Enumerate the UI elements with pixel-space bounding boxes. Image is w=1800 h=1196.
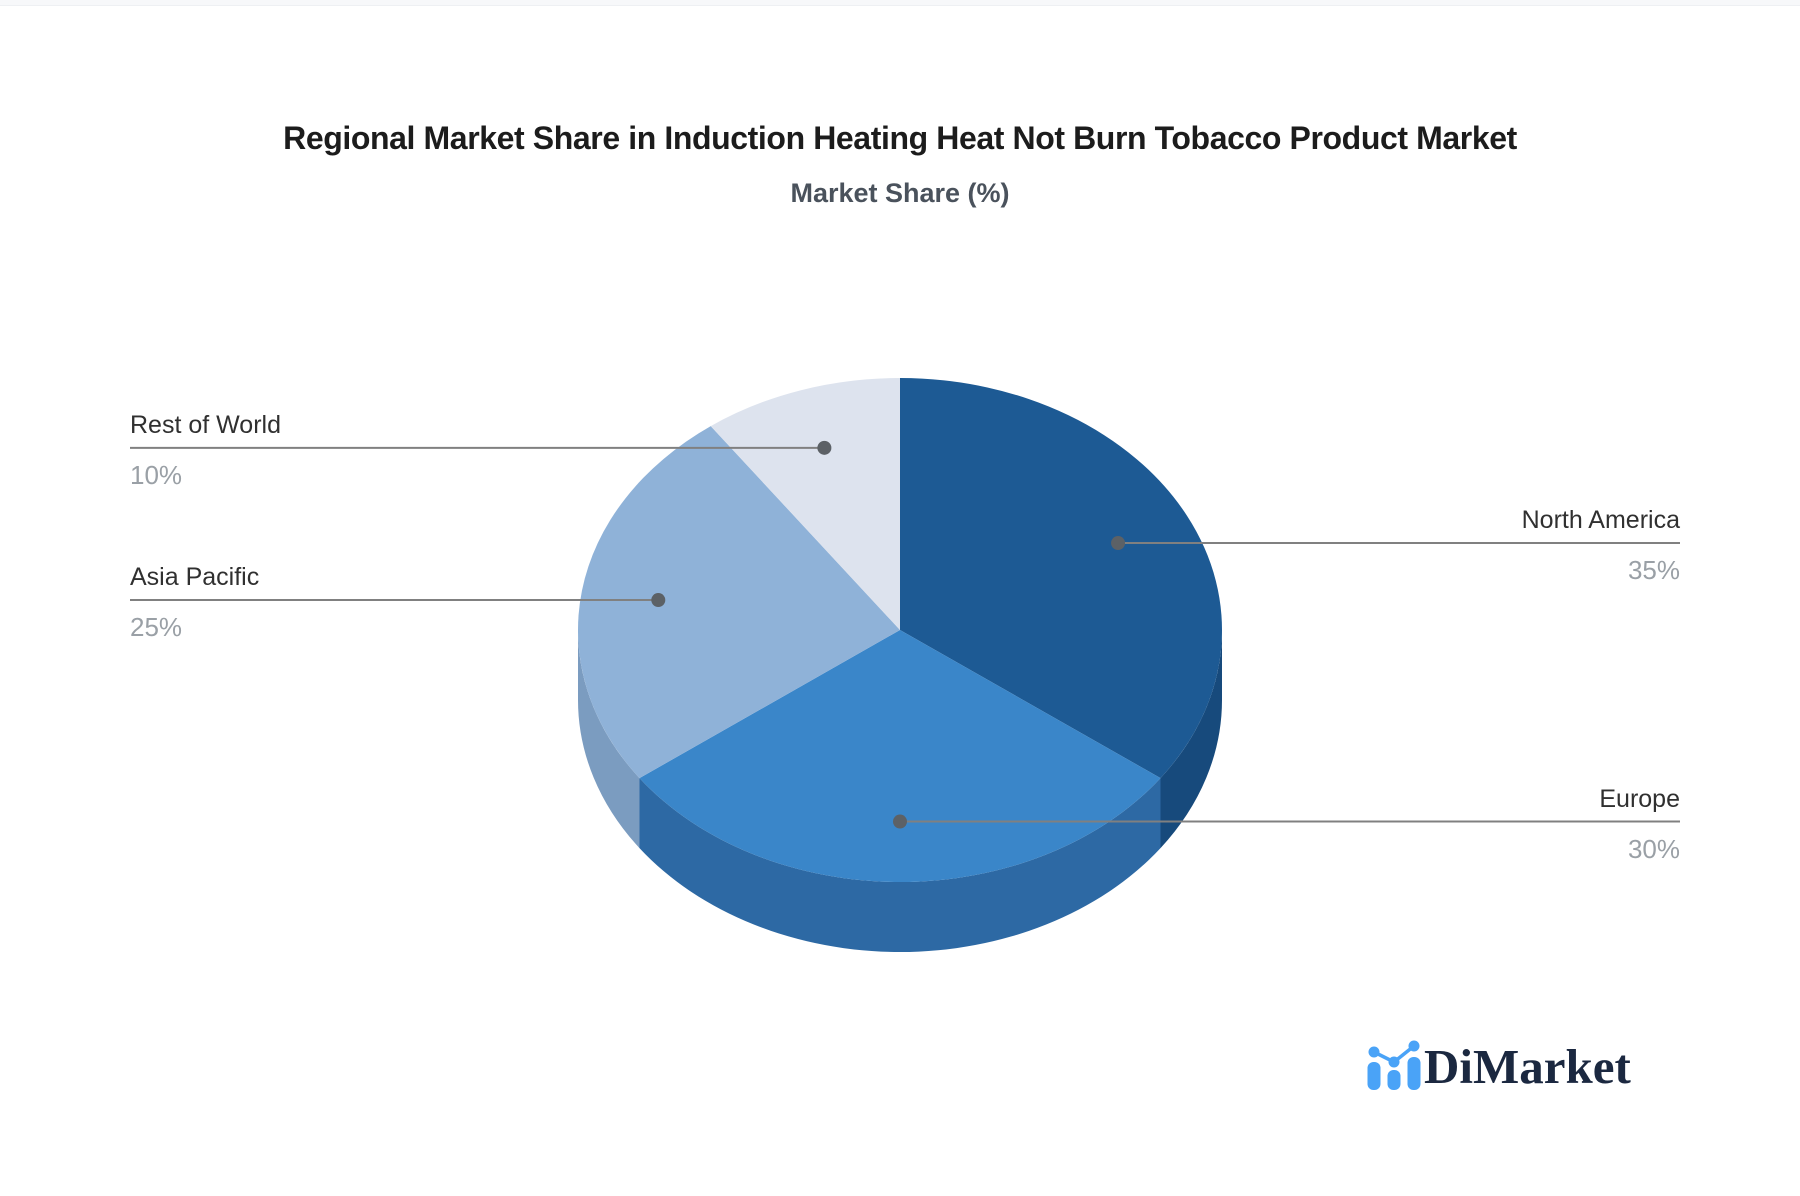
page-subtitle: Market Share (%)	[790, 178, 1010, 208]
leader-dot-rest-of-world	[817, 440, 832, 455]
dimarket-logo-text: DiMarket	[1424, 1039, 1631, 1094]
leader-dot-europe	[893, 814, 907, 829]
leader-dot-north-america	[1111, 536, 1126, 551]
pie-slice-asia-pacific[interactable]	[578, 426, 900, 779]
pie-slice-north-america[interactable]	[900, 378, 1222, 779]
page-title: Regional Market Share in Induction Heati…	[283, 120, 1517, 156]
window-top-edge	[0, 0, 1800, 6]
pie-slice-side-europe	[639, 778, 1161, 953]
dimarket-logo-icon	[1367, 1040, 1421, 1090]
slice-label: Europe	[1599, 784, 1680, 813]
slice-percent: 30%	[1627, 833, 1680, 864]
dimarket-logo: DiMarket	[1367, 1040, 1631, 1096]
slice-percent: 35%	[1627, 555, 1680, 586]
pie-slice-side-north-america	[1160, 630, 1222, 849]
slice-percent: 10%	[130, 459, 183, 490]
slice-label: Rest of World	[130, 410, 281, 439]
pie-slice-europe[interactable]	[639, 630, 1161, 883]
slice-label: Asia Pacific	[130, 563, 260, 592]
slice-percent: 25%	[130, 612, 183, 643]
pie-slice-side-asia-pacific	[578, 630, 640, 849]
leader-dot-asia-pacific	[651, 593, 666, 608]
slice-label: North America	[1521, 506, 1680, 535]
pie-slice-rest-of-world[interactable]	[710, 378, 900, 630]
